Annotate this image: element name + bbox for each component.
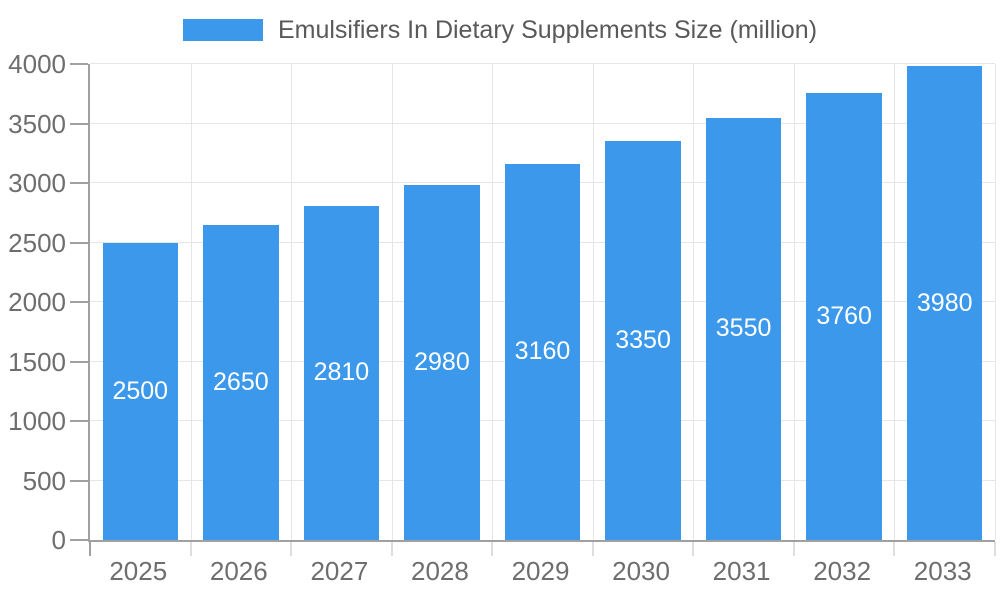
gridline-vertical bbox=[391, 64, 393, 540]
gridline-vertical bbox=[592, 64, 594, 540]
x-axis-tick bbox=[491, 542, 494, 556]
plot-area: 2500 2650 2810 2980 3160 3350 3550 3760 3980 bbox=[70, 63, 996, 556]
bar-value-label: 3760 bbox=[816, 301, 872, 330]
bar-value-label: 3350 bbox=[615, 326, 671, 355]
gridline-vertical bbox=[291, 64, 293, 540]
bar-2033[interactable]: 3980 bbox=[907, 66, 983, 540]
x-axis-label: 2025 bbox=[109, 556, 168, 586]
chart-legend: Emulsifiers In Dietary Supplements Size … bbox=[0, 11, 1000, 49]
x-axis-tick bbox=[290, 542, 293, 556]
gridline-horizontal bbox=[90, 122, 995, 124]
x-axis-tick bbox=[89, 542, 91, 556]
y-axis-tick bbox=[70, 360, 88, 363]
x-axis-tick bbox=[390, 542, 393, 556]
bar-value-label: 3980 bbox=[916, 288, 973, 317]
x-axis-label: 2026 bbox=[209, 556, 268, 586]
x-axis-tick bbox=[792, 542, 795, 556]
y-axis-tick bbox=[70, 63, 88, 65]
x-axis-tick bbox=[994, 542, 996, 556]
x-axis-tick bbox=[692, 542, 695, 556]
y-axis-label: 0 bbox=[51, 525, 66, 555]
bar-2032[interactable]: 3760 bbox=[806, 92, 882, 540]
y-axis-tick bbox=[70, 420, 88, 422]
x-axis-label: 2028 bbox=[411, 556, 469, 586]
y-axis-label: 4000 bbox=[8, 49, 66, 79]
legend-swatch[interactable] bbox=[182, 19, 263, 41]
y-axis-tick bbox=[70, 479, 88, 482]
bar-2031[interactable]: 3550 bbox=[705, 117, 782, 540]
bar-2030[interactable]: 3350 bbox=[605, 141, 681, 540]
x-axis-label: 2033 bbox=[913, 556, 972, 586]
x-axis-label: 2032 bbox=[813, 556, 872, 586]
gridline-vertical bbox=[894, 64, 896, 540]
gridline-vertical bbox=[793, 64, 795, 540]
y-axis-label: 500 bbox=[22, 465, 66, 496]
bar-value-label: 3160 bbox=[514, 337, 571, 366]
bar-value-label: 2810 bbox=[313, 358, 370, 387]
y-axis-label: 3000 bbox=[8, 168, 66, 198]
bar-2026[interactable]: 2650 bbox=[203, 224, 279, 540]
x-axis-label: 2027 bbox=[310, 556, 369, 586]
gridline-vertical bbox=[190, 64, 192, 540]
y-axis-label: 1000 bbox=[8, 406, 66, 436]
bar-value-label: 2650 bbox=[213, 367, 269, 396]
x-axis-label: 2030 bbox=[612, 556, 670, 586]
y-axis-tick bbox=[70, 122, 88, 125]
gridline-vertical bbox=[492, 64, 494, 540]
x-axis-tick bbox=[189, 542, 192, 556]
x-axis-labels: 2025 2026 2027 2028 2029 2030 2031 2032 2033 bbox=[88, 556, 993, 588]
x-axis-tick bbox=[893, 542, 896, 556]
y-axis-tick bbox=[70, 539, 88, 541]
gridline-vertical bbox=[995, 64, 996, 540]
bar-value-label: 3550 bbox=[715, 314, 772, 343]
bar-2025[interactable]: 2500 bbox=[102, 242, 178, 540]
y-axis-labels: 0 500 1000 1500 2000 2500 3000 3500 4000 bbox=[0, 51, 66, 553]
bar-value-label: 2500 bbox=[112, 376, 169, 405]
y-axis-tick bbox=[70, 301, 88, 303]
y-axis-tick bbox=[70, 182, 88, 184]
y-axis-label: 2500 bbox=[8, 227, 66, 258]
legend-label[interactable]: Emulsifiers In Dietary Supplements Size … bbox=[277, 15, 818, 44]
y-axis-label: 2000 bbox=[8, 287, 66, 317]
x-axis-label: 2031 bbox=[712, 556, 771, 586]
gridline-horizontal bbox=[90, 63, 995, 64]
bar-2028[interactable]: 2980 bbox=[404, 185, 480, 540]
y-axis-tick bbox=[70, 241, 88, 244]
bar-2029[interactable]: 3160 bbox=[504, 163, 581, 540]
bar-value-label: 2980 bbox=[414, 348, 470, 377]
gridline-vertical bbox=[693, 64, 695, 540]
x-axis-tick bbox=[591, 542, 594, 556]
x-axis-label: 2029 bbox=[511, 556, 570, 586]
bar-2027[interactable]: 2810 bbox=[303, 205, 380, 540]
y-axis-label: 1500 bbox=[8, 346, 66, 377]
y-axis-label: 3500 bbox=[8, 108, 66, 139]
